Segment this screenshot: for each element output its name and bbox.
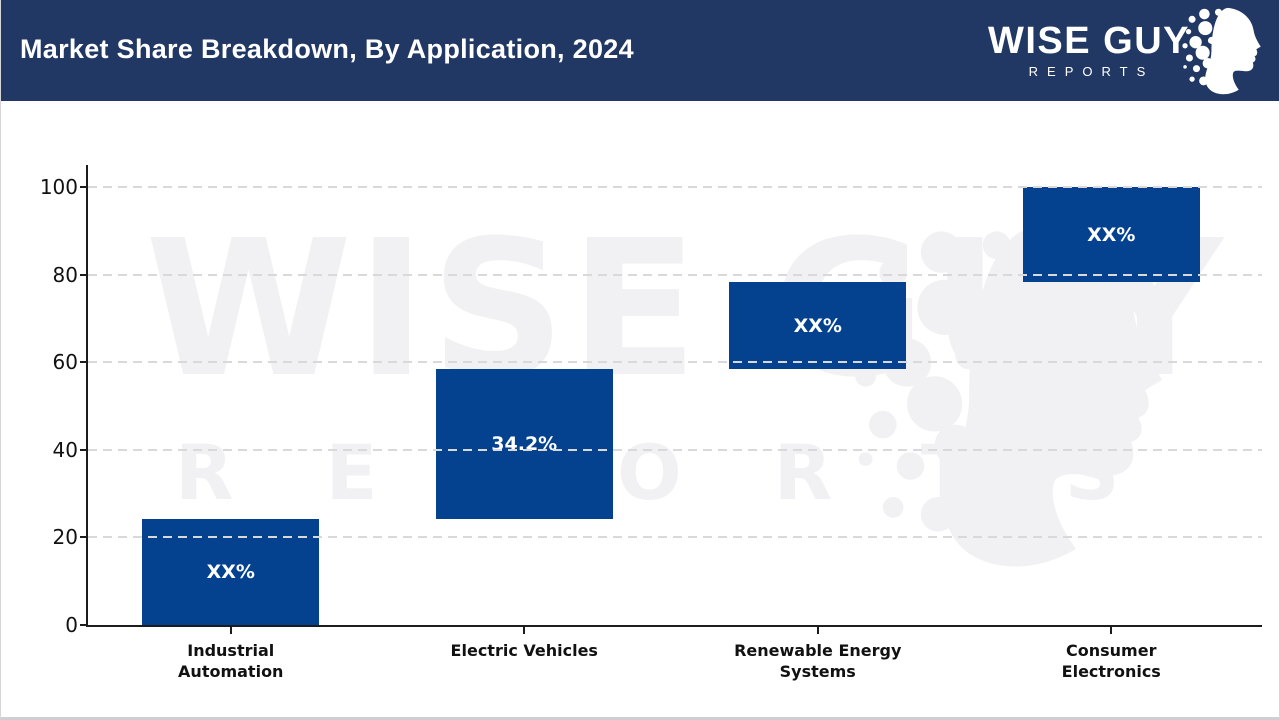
bar-value-label: 34.2%: [491, 432, 558, 455]
logo-face-icon: [1182, 7, 1261, 94]
logo-wiseguy-label: WISE GUY: [987, 20, 1190, 62]
y-tick-label: 80: [52, 262, 78, 287]
x-category-label: Industrial Automation: [86, 640, 376, 682]
y-tick-label: 60: [52, 350, 78, 375]
gridline: [88, 186, 1262, 188]
logo-reports-label: REPORTS: [1028, 64, 1155, 79]
x-axis-line: [86, 625, 1262, 627]
y-tick-mark: [80, 186, 88, 188]
x-category-label-line: Renewable Energy: [734, 641, 902, 660]
gridline: [88, 361, 1262, 364]
x-tick-mark: [523, 627, 526, 634]
wise-guy-reports-logo: WISE GUY REPORTS: [988, 4, 1266, 97]
x-category-label-line: Automation: [178, 662, 284, 681]
x-category-label-line: Systems: [779, 662, 856, 681]
y-tick-label: 0: [65, 613, 78, 637]
bar: [142, 518, 320, 625]
x-category-label: Electric Vehicles: [379, 640, 669, 661]
page-title: Market Share Breakdown, By Application, …: [20, 34, 634, 64]
x-category-label-line: Electric Vehicles: [450, 641, 598, 660]
y-axis-line: [86, 165, 88, 627]
x-category-label: Renewable Energy Systems: [673, 640, 963, 682]
y-tick-mark: [80, 448, 88, 451]
y-tick-mark: [80, 624, 88, 626]
x-tick-mark: [816, 627, 819, 634]
x-category-label-line: Electronics: [1061, 662, 1161, 681]
x-tick-mark: [229, 627, 232, 634]
y-tick-label: 100: [39, 175, 78, 199]
bar-value-label: XX%: [793, 314, 842, 337]
gridline: [88, 536, 1262, 539]
y-tick-label: 20: [52, 525, 78, 550]
logo-text: WISE GUY REPORTS: [988, 22, 1190, 79]
x-tick-mark: [1110, 627, 1113, 634]
x-category-label: Consumer Electronics: [966, 640, 1256, 682]
y-tick-mark: [80, 273, 88, 276]
header-bar: Market Share Breakdown, By Application, …: [0, 0, 1280, 101]
gridline: [88, 273, 1262, 276]
bar-value-label: XX%: [206, 560, 255, 583]
gridline: [88, 448, 1262, 451]
x-category-label-line: Consumer: [1066, 641, 1157, 660]
x-category-label-line: Industrial: [187, 641, 275, 660]
y-tick-label: 40: [52, 437, 78, 462]
bar-value-label: XX%: [1087, 223, 1136, 246]
bar: [435, 368, 613, 519]
y-tick-mark: [80, 361, 88, 364]
y-tick-mark: [80, 536, 88, 539]
